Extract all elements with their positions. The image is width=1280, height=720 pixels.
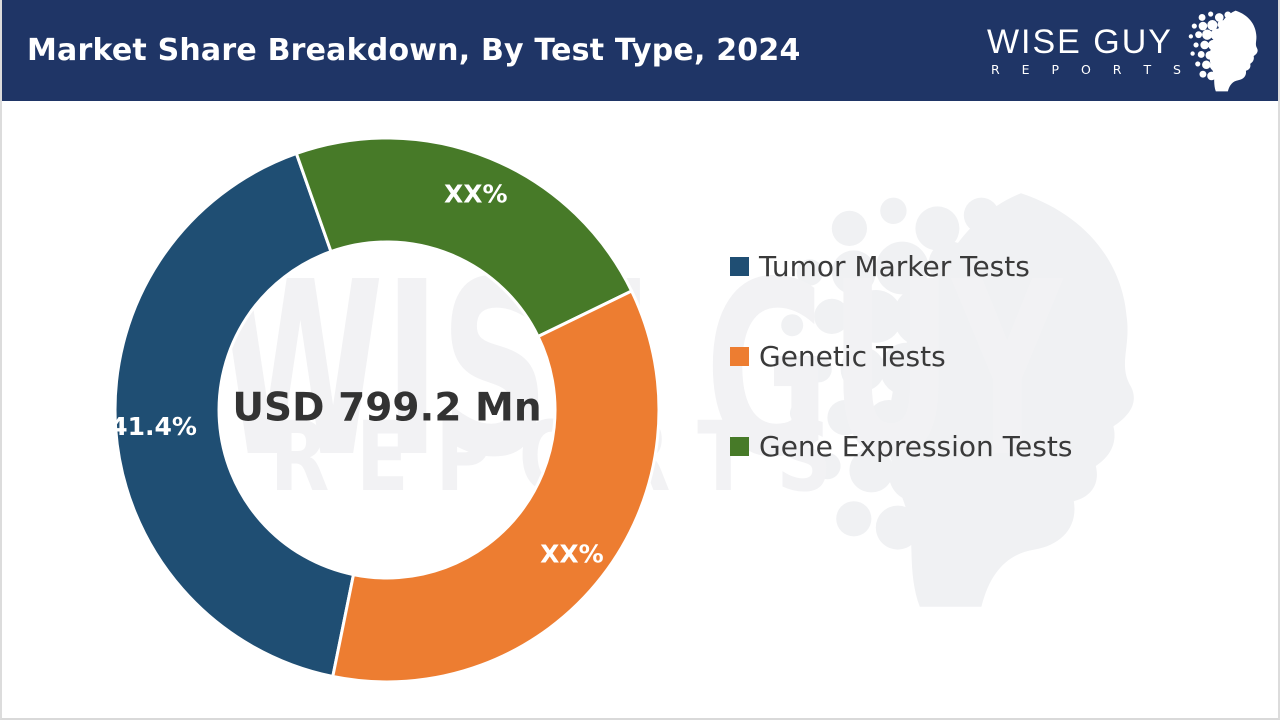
legend-swatch-green: [730, 436, 749, 456]
page-title: Market Share Breakdown, By Test Type, 20…: [27, 33, 801, 68]
brand-name: WISE GUY: [986, 22, 1173, 61]
donut-segment-gene-expression-tests: [294, 136, 634, 339]
segment-value-label: XX%: [444, 180, 508, 209]
segment-value-label: XX%: [540, 539, 604, 568]
donut-segment-tumor-marker-tests: [113, 151, 356, 679]
legend-label: Gene Expression Tests: [759, 429, 1073, 463]
legend-label: Genetic Tests: [759, 339, 946, 373]
legend-item-tumor-marker-tests: Tumor Marker Tests: [730, 247, 1072, 285]
legend-item-genetic-tests: Genetic Tests: [730, 337, 1072, 375]
brand-subtitle: R E P O R T S: [990, 61, 1190, 77]
donut-segment-genetic-tests: [331, 288, 661, 684]
chart-center-value: USD 799.2 Mn: [232, 385, 542, 431]
brand-logo: WISE GUY R E P O R T S: [987, 7, 1270, 95]
header: Market Share Breakdown, By Test Type, 20…: [2, 0, 1278, 101]
legend-item-gene-expression-tests: Gene Expression Tests: [730, 427, 1072, 465]
legend-label: Tumor Marker Tests: [759, 249, 1030, 283]
segment-value-label: 41.4%: [110, 412, 197, 441]
legend-swatch-blue: [730, 256, 749, 276]
legend-swatch-orange: [730, 346, 749, 366]
wise-guy-face-icon: [1188, 10, 1258, 91]
brand-logo-text: WISE GUY R E P O R T S: [987, 25, 1190, 77]
watermark-face-icon: [781, 193, 1134, 607]
chart-legend: Tumor Marker Tests Genetic Tests Gene Ex…: [730, 247, 1072, 517]
